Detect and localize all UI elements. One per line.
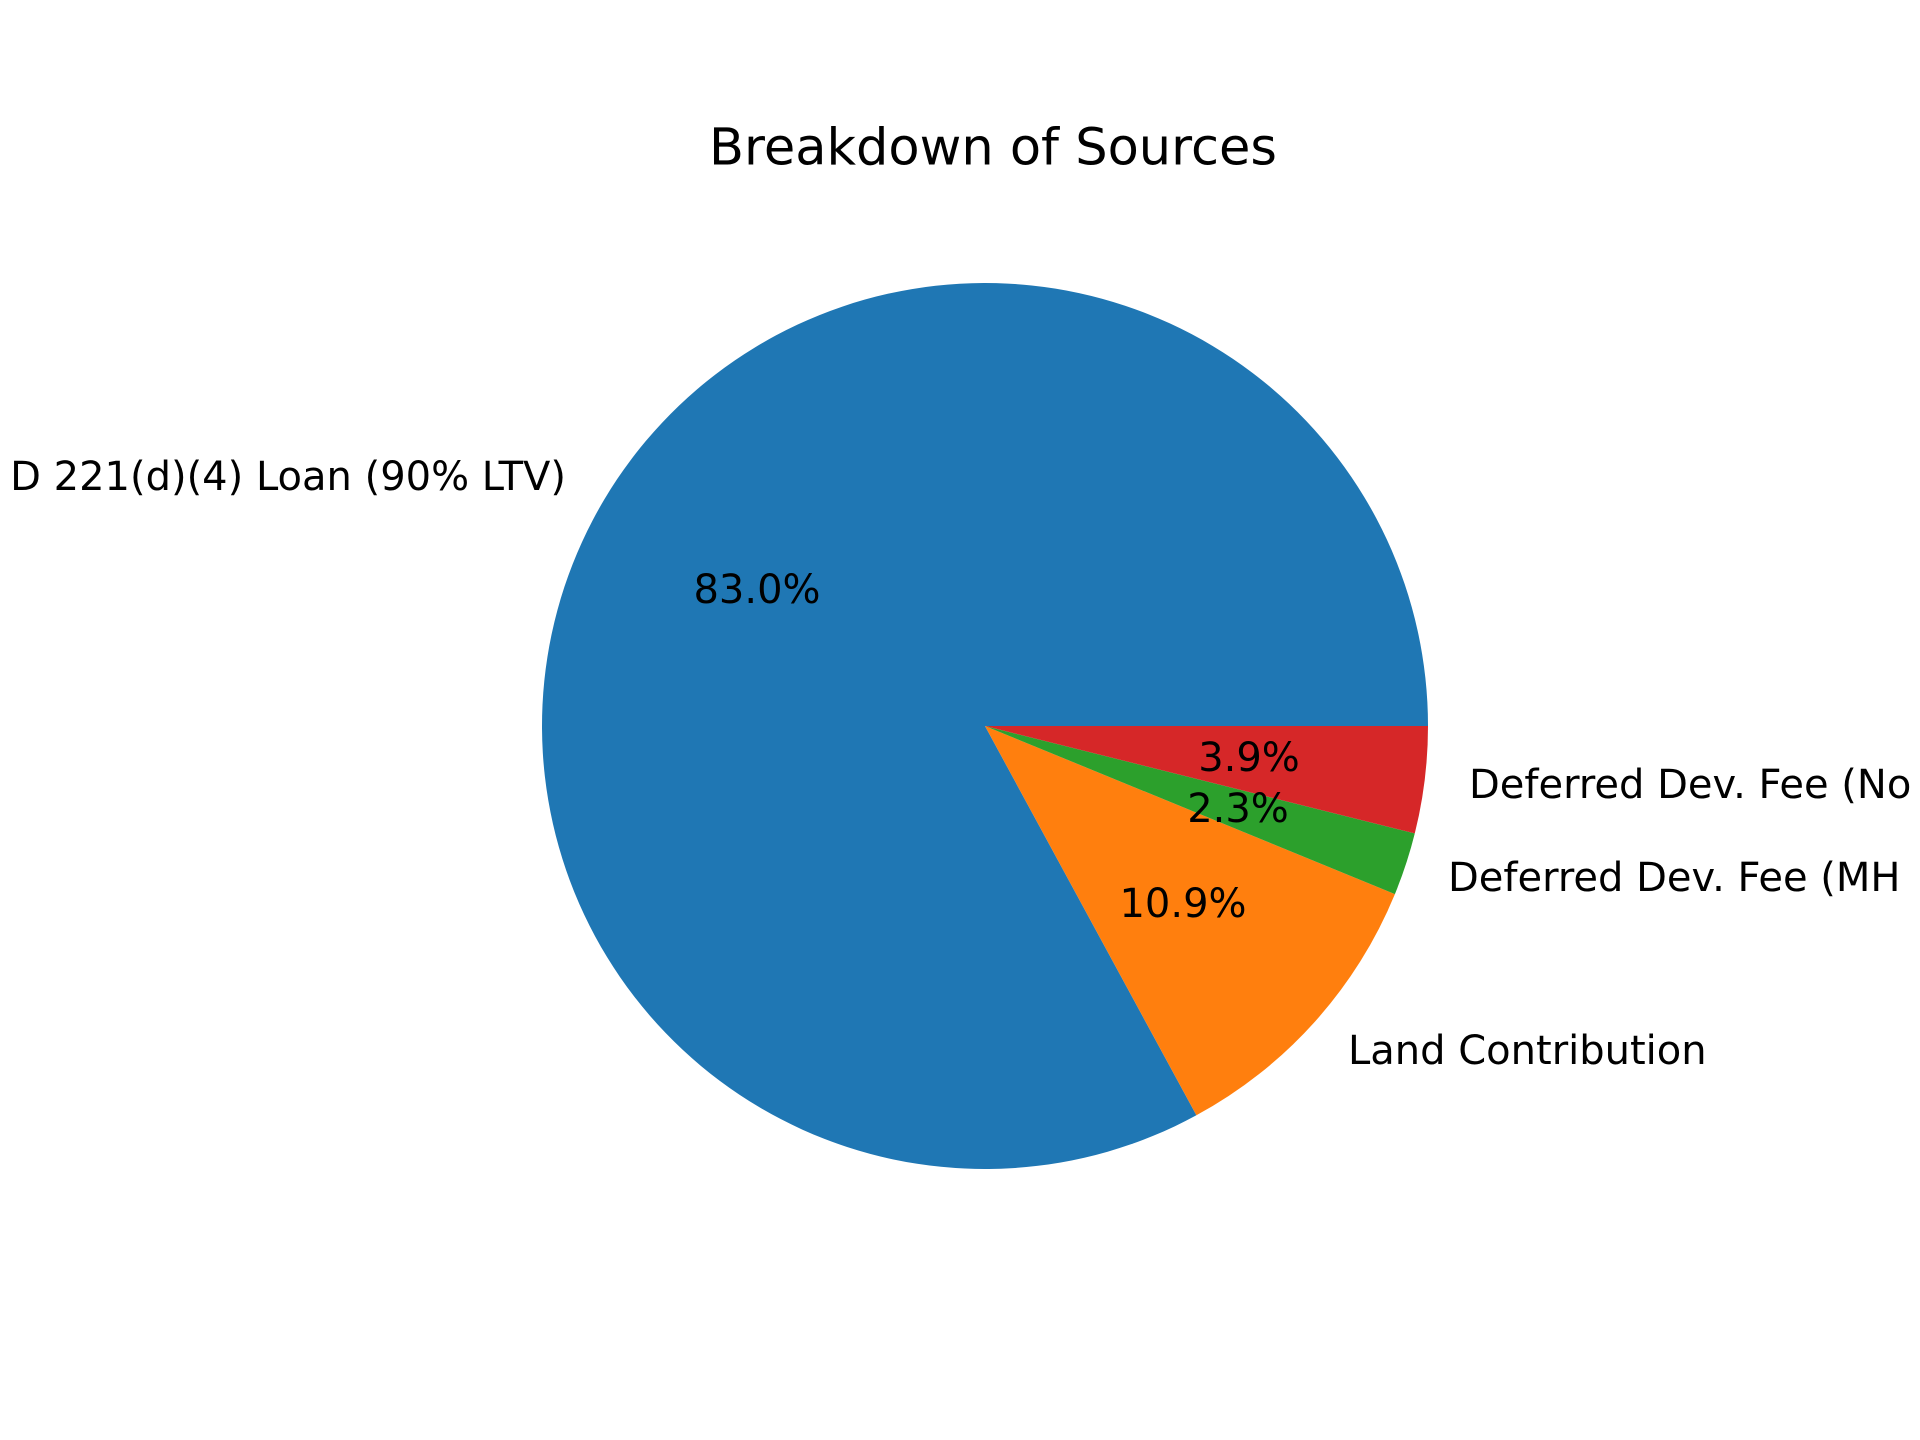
slice-label-2: Deferred Dev. Fee (MH (1448, 855, 1901, 901)
pct-label-2: 2.3% (1187, 786, 1289, 832)
pie-slice-3 (985, 726, 1428, 834)
pct-label-0: 83.0% (693, 567, 821, 613)
pie-slice-2 (985, 726, 1415, 895)
slice-label-1: Land Contribution (1348, 1028, 1707, 1074)
pie-slice-1 (985, 726, 1395, 1116)
pct-label-1: 10.9% (1119, 881, 1247, 927)
slice-label-3: Deferred Dev. Fee (No (1469, 762, 1912, 808)
chart-title: Breakdown of Sources (709, 118, 1277, 178)
pie-slice-0 (542, 282, 1428, 1169)
pct-label-3: 3.9% (1198, 735, 1300, 781)
slice-label-0: D 221(d)(4) Loan (90% LTV) (10, 454, 566, 500)
